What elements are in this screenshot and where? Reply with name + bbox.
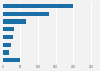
Bar: [3, 4, 73, 8]
Bar: [3, 50, 9, 55]
Bar: [3, 58, 20, 62]
Bar: [3, 35, 13, 39]
Bar: [3, 12, 49, 16]
Bar: [3, 27, 14, 31]
Bar: [3, 19, 26, 24]
Bar: [3, 43, 11, 47]
